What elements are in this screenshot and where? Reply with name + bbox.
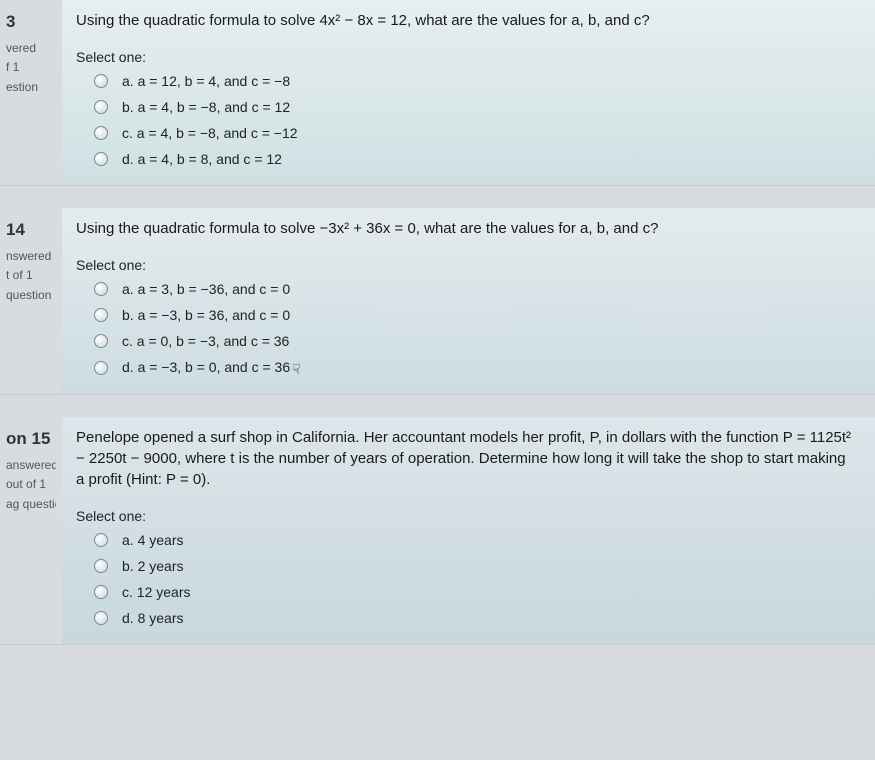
radio-icon[interactable] bbox=[94, 74, 108, 88]
option-label: c. 12 years bbox=[122, 584, 190, 600]
option-b[interactable]: b. 2 years bbox=[94, 558, 857, 574]
prompt-math: −3x² + 36x = 0 bbox=[319, 220, 415, 237]
row-spacer bbox=[0, 395, 875, 417]
radio-icon[interactable] bbox=[94, 533, 108, 547]
question-body: Using the quadratic formula to solve 4x²… bbox=[62, 0, 875, 185]
options-list: a. a = 12, b = 4, and c = −8 b. a = 4, b… bbox=[76, 73, 857, 167]
option-a[interactable]: a. a = 3, b = −36, and c = 0 bbox=[94, 281, 857, 297]
option-label: a. a = 12, b = 4, and c = −8 bbox=[122, 73, 290, 89]
select-one-label: Select one: bbox=[76, 49, 857, 65]
option-label: d. a = 4, b = 8, and c = 12 bbox=[122, 151, 282, 167]
radio-icon[interactable] bbox=[94, 308, 108, 322]
radio-icon[interactable] bbox=[94, 100, 108, 114]
option-d[interactable]: d. a = −3, b = 0, and c = 36 ☟ bbox=[94, 359, 857, 376]
option-label: b. a = −3, b = 36, and c = 0 bbox=[122, 307, 290, 323]
question-prompt: Using the quadratic formula to solve −3x… bbox=[76, 218, 857, 239]
question-meta: answered out of 1 ag question bbox=[6, 456, 56, 514]
question-number: 14 bbox=[6, 216, 56, 243]
option-c[interactable]: c. 12 years bbox=[94, 584, 857, 600]
hand-cursor-icon: ☟ bbox=[292, 361, 301, 378]
question-body: Penelope opened a surf shop in Californi… bbox=[62, 417, 875, 644]
option-label: b. 2 years bbox=[122, 558, 183, 574]
meta-line: f 1 bbox=[6, 58, 56, 77]
question-prompt: Penelope opened a surf shop in Californi… bbox=[76, 427, 857, 490]
options-list: a. 4 years b. 2 years c. 12 years d. 8 y… bbox=[76, 532, 857, 626]
option-d[interactable]: d. a = 4, b = 8, and c = 12 bbox=[94, 151, 857, 167]
meta-line: ag question bbox=[6, 495, 56, 514]
meta-line: t of 1 bbox=[6, 266, 56, 285]
question-number: 3 bbox=[6, 8, 56, 35]
radio-icon[interactable] bbox=[94, 585, 108, 599]
option-b[interactable]: b. a = −3, b = 36, and c = 0 bbox=[94, 307, 857, 323]
option-label: d. a = −3, b = 0, and c = 36 bbox=[122, 359, 290, 375]
quiz-page: 3 vered f 1 estion Using the quadratic f… bbox=[0, 0, 875, 645]
radio-icon[interactable] bbox=[94, 361, 108, 375]
question-sidebar: 14 nswered t of 1 question bbox=[0, 208, 62, 394]
question-meta: nswered t of 1 question bbox=[6, 247, 56, 305]
option-c[interactable]: c. a = 0, b = −3, and c = 36 bbox=[94, 333, 857, 349]
select-one-label: Select one: bbox=[76, 508, 857, 524]
prompt-text: Using the quadratic formula to solve bbox=[76, 12, 319, 29]
select-one-label: Select one: bbox=[76, 257, 857, 273]
prompt-text: Using the quadratic formula to solve bbox=[76, 220, 319, 237]
radio-icon[interactable] bbox=[94, 334, 108, 348]
radio-icon[interactable] bbox=[94, 559, 108, 573]
option-c[interactable]: c. a = 4, b = −8, and c = −12 bbox=[94, 125, 857, 141]
prompt-math: 4x² − 8x = 12 bbox=[319, 12, 407, 29]
option-label: b. a = 4, b = −8, and c = 12 bbox=[122, 99, 290, 115]
question-row-3: 3 vered f 1 estion Using the quadratic f… bbox=[0, 0, 875, 186]
option-label: c. a = 0, b = −3, and c = 36 bbox=[122, 333, 289, 349]
prompt-text: , what are the values for a, b, and c? bbox=[416, 220, 659, 237]
question-row-14: 14 nswered t of 1 question Using the qua… bbox=[0, 208, 875, 395]
options-list: a. a = 3, b = −36, and c = 0 b. a = −3, … bbox=[76, 281, 857, 376]
radio-icon[interactable] bbox=[94, 282, 108, 296]
question-body: Using the quadratic formula to solve −3x… bbox=[62, 208, 875, 394]
question-meta: vered f 1 estion bbox=[6, 39, 56, 97]
option-label: d. 8 years bbox=[122, 610, 183, 626]
radio-icon[interactable] bbox=[94, 611, 108, 625]
radio-icon[interactable] bbox=[94, 152, 108, 166]
question-row-15: on 15 answered out of 1 ag question Pene… bbox=[0, 417, 875, 645]
question-prompt: Using the quadratic formula to solve 4x²… bbox=[76, 10, 857, 31]
meta-line: estion bbox=[6, 78, 56, 97]
option-label: a. 4 years bbox=[122, 532, 183, 548]
option-a[interactable]: a. 4 years bbox=[94, 532, 857, 548]
meta-line: answered bbox=[6, 456, 56, 475]
meta-line: question bbox=[6, 286, 56, 305]
option-a[interactable]: a. a = 12, b = 4, and c = −8 bbox=[94, 73, 857, 89]
radio-icon[interactable] bbox=[94, 126, 108, 140]
option-b[interactable]: b. a = 4, b = −8, and c = 12 bbox=[94, 99, 857, 115]
option-label: c. a = 4, b = −8, and c = −12 bbox=[122, 125, 298, 141]
question-number: on 15 bbox=[6, 425, 56, 452]
row-spacer bbox=[0, 186, 875, 208]
option-label: a. a = 3, b = −36, and c = 0 bbox=[122, 281, 290, 297]
question-sidebar: 3 vered f 1 estion bbox=[0, 0, 62, 185]
question-sidebar: on 15 answered out of 1 ag question bbox=[0, 417, 62, 644]
meta-line: vered bbox=[6, 39, 56, 58]
meta-line: nswered bbox=[6, 247, 56, 266]
prompt-text: , what are the values for a, b, and c? bbox=[407, 12, 650, 29]
meta-line: out of 1 bbox=[6, 475, 56, 494]
option-d[interactable]: d. 8 years bbox=[94, 610, 857, 626]
